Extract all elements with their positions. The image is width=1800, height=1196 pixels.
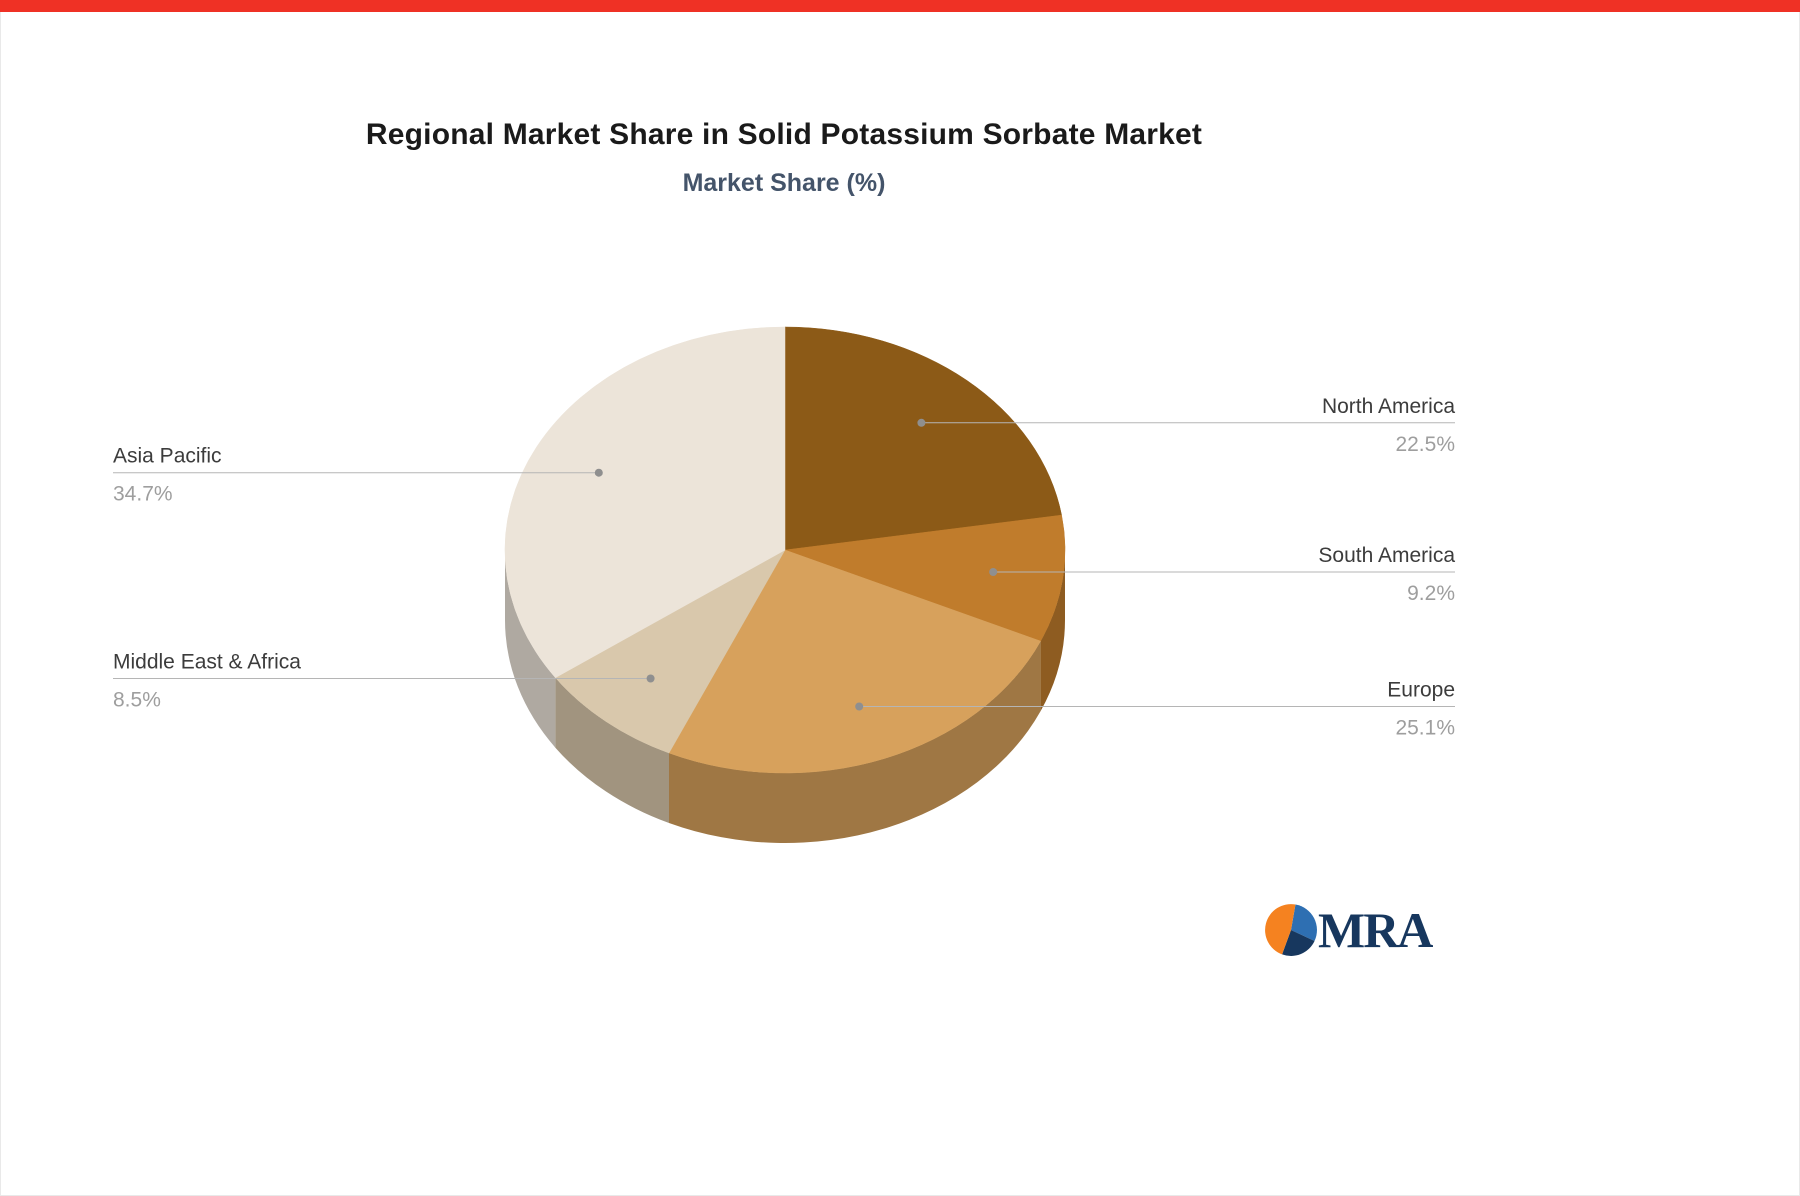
chart-subtitle: Market Share (%) (682, 169, 886, 197)
top-accent-bar (0, 0, 1800, 12)
pie-slice-south-america (784, 514, 1066, 642)
brand-logo: MRA (1263, 901, 1433, 959)
pie-slice-side-europe (669, 641, 1041, 844)
logo-wedge-blue (1291, 904, 1317, 941)
leader-dot-north-america (917, 418, 926, 427)
slice-label-asia-pacific: Asia Pacific (113, 445, 222, 468)
leader-dot-europe (855, 702, 864, 711)
leader-dot-middle-east-africa (646, 674, 655, 683)
brand-logo-text: MRA (1318, 902, 1433, 958)
slice-value-asia-pacific: 34.7% (113, 483, 173, 506)
slice-label-north-america: North America (1322, 395, 1455, 418)
pie-slice-side-asia-pacific (504, 550, 556, 748)
slice-value-europe: 25.1% (1395, 717, 1455, 740)
leader-dot-asia-pacific (594, 468, 603, 477)
slice-label-middle-east-africa: Middle East & Africa (113, 651, 301, 674)
slice-label-south-america: South America (1318, 544, 1455, 567)
slice-value-middle-east-africa: 8.5% (113, 689, 161, 712)
leader-dot-south-america (989, 568, 998, 576)
brand-logo-icon (1265, 904, 1317, 956)
logo-wedge-orange (1265, 904, 1296, 955)
slice-value-south-america: 9.2% (1407, 582, 1455, 605)
pie-slice-europe (668, 549, 1041, 774)
pie-slice-asia-pacific (504, 326, 786, 679)
pie-slice-middle-east-africa (555, 549, 786, 754)
pie-slice-north-america (784, 326, 1062, 551)
pie-slice-side-middle-east-africa (555, 677, 669, 823)
logo-wedge-navy (1282, 930, 1315, 956)
slice-value-north-america: 22.5% (1395, 433, 1455, 456)
pie-slice-side-south-america (1040, 550, 1065, 712)
slice-label-europe: Europe (1387, 679, 1455, 702)
chart-title: Regional Market Share in Solid Potassium… (365, 118, 1203, 151)
